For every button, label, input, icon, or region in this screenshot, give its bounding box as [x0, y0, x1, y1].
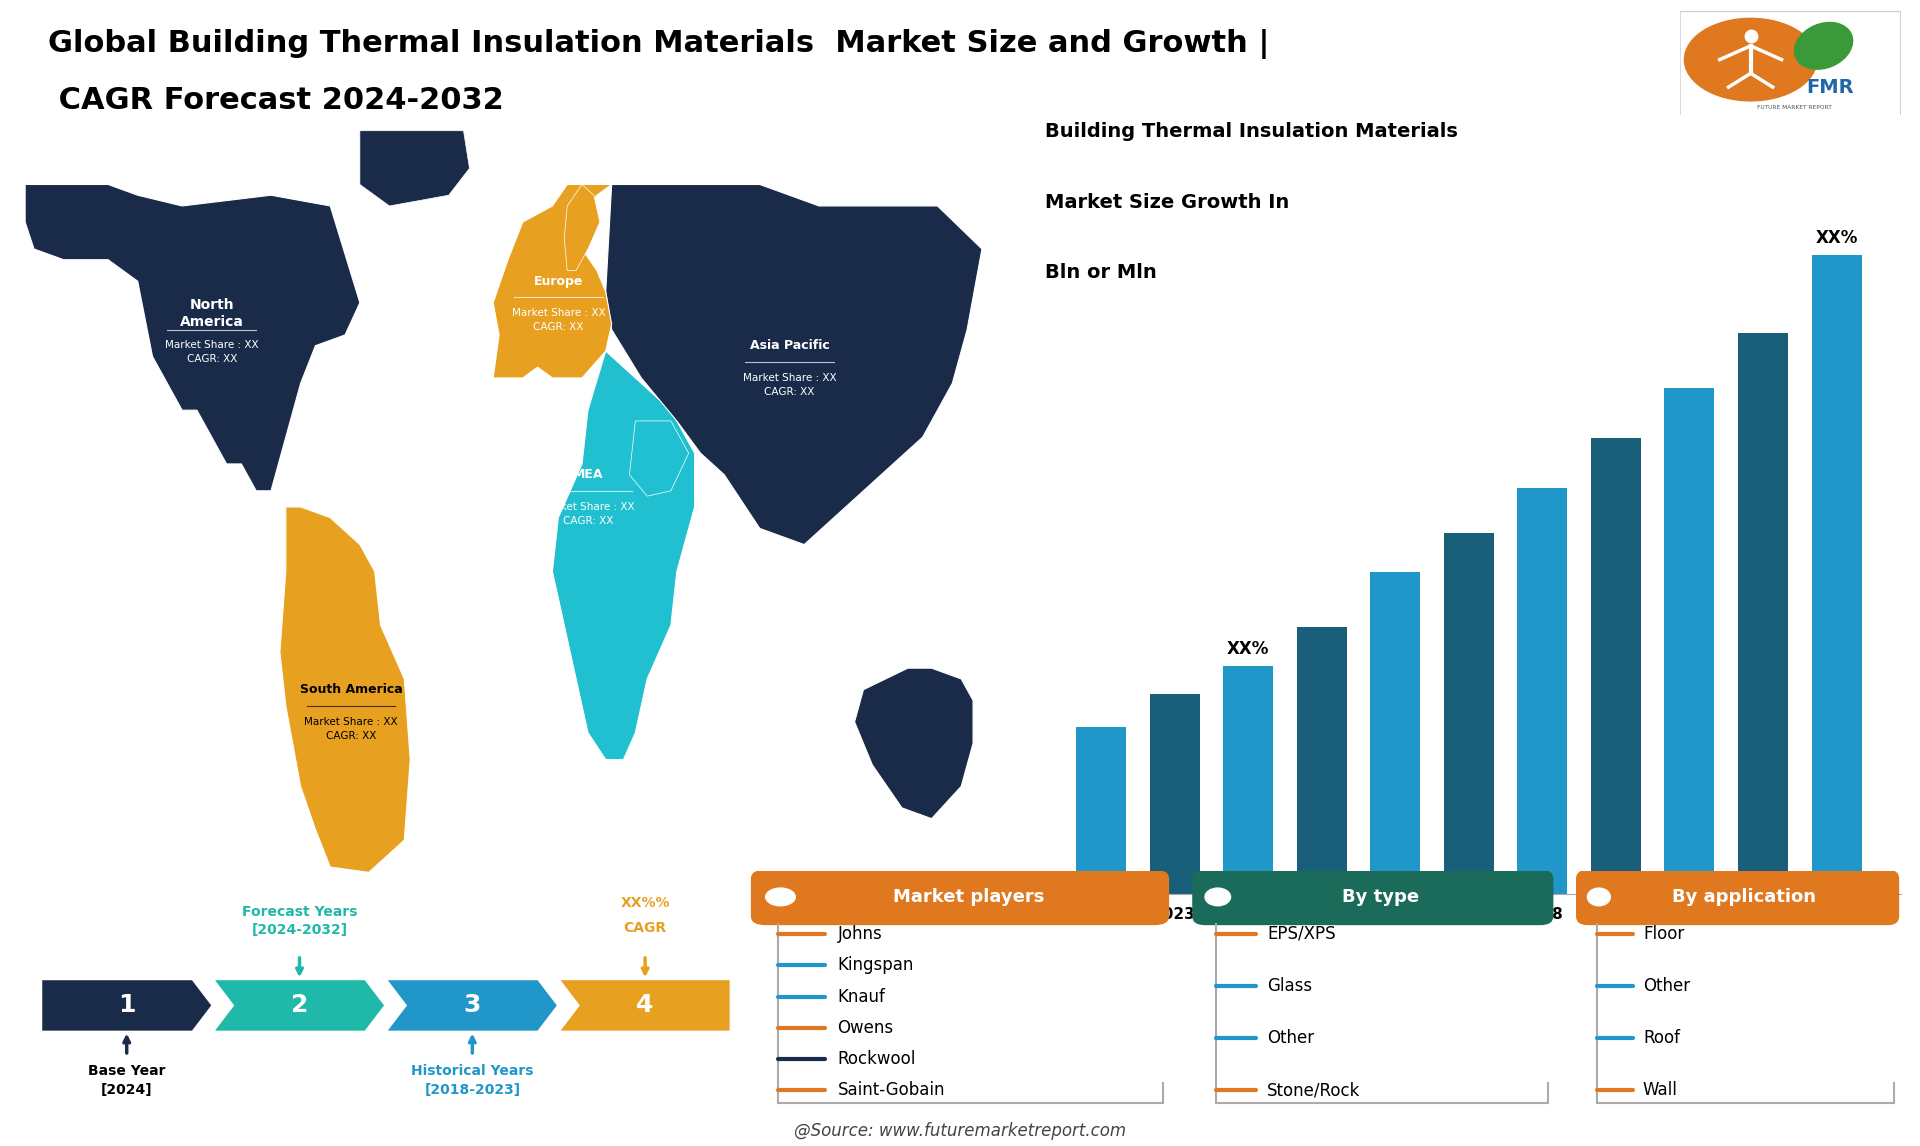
Polygon shape	[359, 131, 470, 206]
Polygon shape	[553, 351, 695, 760]
Circle shape	[766, 888, 795, 905]
Text: Market Share : XX
CAGR: XX: Market Share : XX CAGR: XX	[541, 502, 636, 526]
Bar	[1371, 572, 1421, 894]
Bar	[1444, 533, 1494, 894]
Text: Historical Years
[2018-2023]: Historical Years [2018-2023]	[411, 1065, 534, 1097]
Text: North
America: North America	[180, 298, 244, 329]
Bar	[1075, 728, 1127, 894]
Text: Asia Pacific: Asia Pacific	[749, 339, 829, 352]
Text: Floor: Floor	[1644, 925, 1684, 943]
Polygon shape	[564, 185, 599, 270]
Text: 3: 3	[463, 994, 482, 1018]
Text: CAGR Forecast 2024-2032: CAGR Forecast 2024-2032	[48, 86, 503, 115]
FancyBboxPatch shape	[751, 870, 1169, 925]
Text: FUTURE MARKET REPORT: FUTURE MARKET REPORT	[1757, 105, 1832, 110]
Text: Europe: Europe	[534, 275, 584, 288]
Text: 4: 4	[636, 994, 655, 1018]
Polygon shape	[605, 185, 981, 544]
Text: Saint-Gobain: Saint-Gobain	[837, 1082, 945, 1099]
Text: Market Share : XX
CAGR: XX: Market Share : XX CAGR: XX	[165, 340, 259, 364]
Text: Market players: Market players	[893, 888, 1044, 906]
Text: Building Thermal Insulation Materials: Building Thermal Insulation Materials	[1046, 123, 1459, 141]
Text: Stone/Rock: Stone/Rock	[1267, 1082, 1361, 1099]
Bar	[1517, 488, 1567, 894]
Text: CAGR: CAGR	[624, 921, 666, 935]
Text: Roof: Roof	[1644, 1029, 1680, 1047]
Polygon shape	[630, 421, 689, 496]
Bar	[1811, 256, 1862, 894]
Text: Knauf: Knauf	[837, 988, 885, 1005]
Text: XX%: XX%	[1227, 639, 1269, 658]
Circle shape	[1684, 18, 1816, 101]
Text: FMR: FMR	[1807, 78, 1855, 96]
Text: XX%: XX%	[1814, 229, 1859, 246]
Polygon shape	[561, 980, 730, 1030]
Text: Market Size Growth In: Market Size Growth In	[1046, 193, 1290, 212]
Polygon shape	[42, 980, 211, 1030]
Bar	[1665, 388, 1715, 894]
Ellipse shape	[1795, 23, 1853, 69]
Text: Market Share : XX
CAGR: XX: Market Share : XX CAGR: XX	[303, 716, 397, 740]
Text: Other: Other	[1267, 1029, 1313, 1047]
Text: Rockwool: Rockwool	[837, 1050, 916, 1068]
Text: Bln or Mln: Bln or Mln	[1046, 262, 1158, 282]
Text: Base Year
[2024]: Base Year [2024]	[88, 1065, 165, 1097]
Polygon shape	[854, 668, 973, 818]
Text: Johns: Johns	[837, 925, 883, 943]
Text: By application: By application	[1672, 888, 1816, 906]
Text: Wall: Wall	[1644, 1082, 1678, 1099]
Bar	[1738, 332, 1788, 894]
Text: 2: 2	[290, 994, 309, 1018]
Text: Forecast Years
[2024-2032]: Forecast Years [2024-2032]	[242, 904, 357, 937]
Text: MEA: MEA	[572, 469, 603, 481]
Bar	[1223, 666, 1273, 894]
Text: Market Share : XX
CAGR: XX: Market Share : XX CAGR: XX	[511, 308, 605, 332]
Polygon shape	[215, 980, 384, 1030]
Text: Global Building Thermal Insulation Materials  Market Size and Growth |: Global Building Thermal Insulation Mater…	[48, 29, 1269, 58]
FancyBboxPatch shape	[1192, 870, 1553, 925]
Text: South America: South America	[300, 683, 403, 696]
Text: 1: 1	[117, 994, 136, 1018]
Text: @Source: www.futuremarketreport.com: @Source: www.futuremarketreport.com	[795, 1122, 1125, 1140]
Polygon shape	[493, 185, 612, 378]
Polygon shape	[388, 980, 557, 1030]
Text: Glass: Glass	[1267, 978, 1311, 995]
Bar	[1150, 694, 1200, 894]
Circle shape	[1588, 888, 1611, 905]
Text: Market Share : XX
CAGR: XX: Market Share : XX CAGR: XX	[743, 372, 837, 397]
FancyBboxPatch shape	[1576, 870, 1899, 925]
Circle shape	[1206, 888, 1231, 905]
Text: Kingspan: Kingspan	[837, 956, 914, 974]
Polygon shape	[280, 507, 411, 872]
Text: EPS/XPS: EPS/XPS	[1267, 925, 1336, 943]
Text: By type: By type	[1342, 888, 1419, 906]
Text: XX%%: XX%%	[620, 896, 670, 910]
Bar	[1592, 439, 1642, 894]
Text: Owens: Owens	[837, 1019, 893, 1037]
Polygon shape	[25, 185, 359, 490]
Text: Other: Other	[1644, 978, 1690, 995]
Bar	[1296, 627, 1346, 894]
